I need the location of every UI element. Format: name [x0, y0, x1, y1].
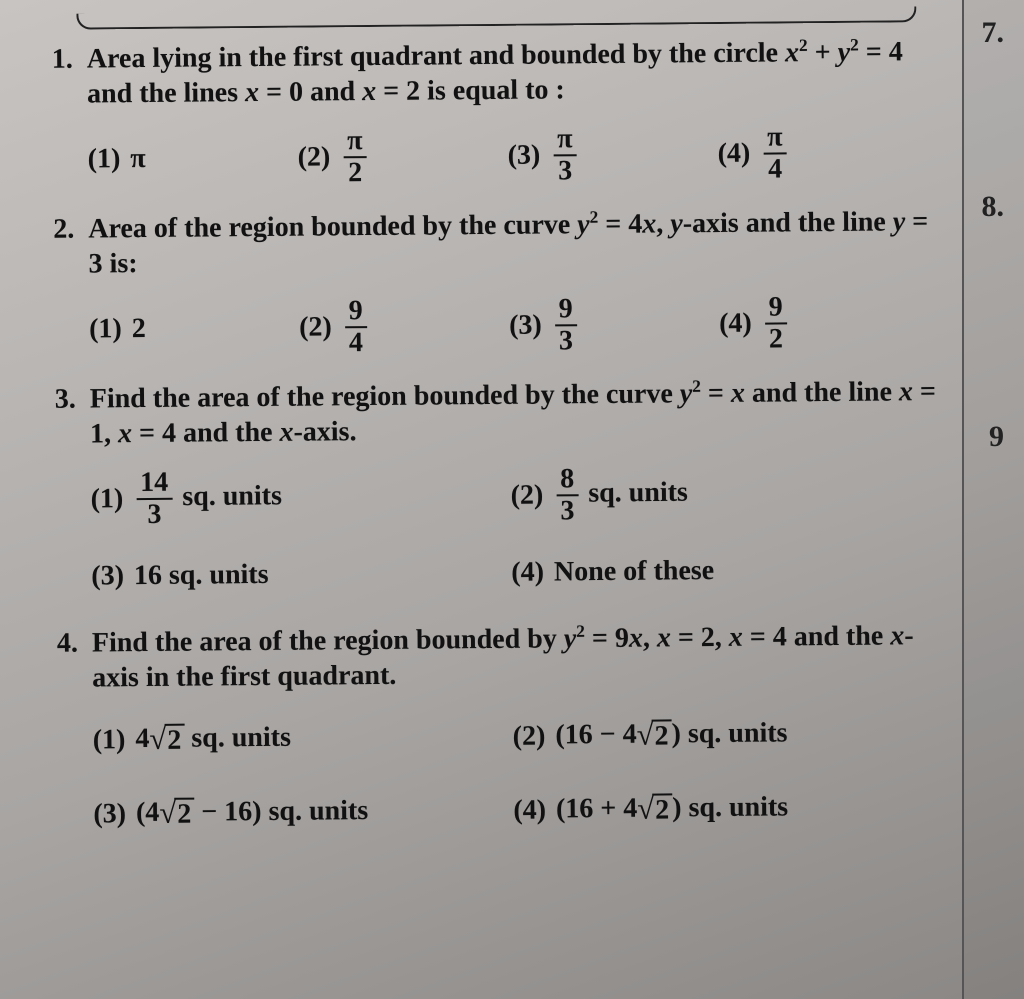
- option-value: 92: [762, 293, 791, 353]
- option-label: (1): [88, 143, 131, 175]
- question-number: 2.: [18, 211, 88, 247]
- question-text: Area lying in the first quadrant and bou…: [87, 34, 958, 112]
- option: (3)16 sq. units: [91, 546, 511, 604]
- option: (2)94: [299, 296, 510, 358]
- option-value: π4: [760, 123, 790, 183]
- option-value: 83 sq. units: [553, 464, 688, 525]
- option-value: (4√2 − 16) sq. units: [136, 795, 368, 831]
- option-value: (16 + 4√2) sq. units: [556, 791, 788, 827]
- option-label: (2): [513, 720, 556, 752]
- option-label: (2): [299, 311, 342, 343]
- option-value: 2: [132, 313, 146, 345]
- question-options: (1)143 sq. units(2)83 sq. units(3)16 sq.…: [90, 452, 961, 614]
- option-label: (1): [93, 724, 136, 756]
- question: 2.Area of the region bounded by the curv…: [18, 204, 959, 282]
- question-options: (1)2(2)94(3)93(4)92: [89, 282, 960, 370]
- option-label: (2): [510, 479, 553, 511]
- option: (2)(16 − 4√2) sq. units: [512, 706, 932, 764]
- question-number: 4.: [22, 625, 92, 661]
- option: (2)π2: [297, 126, 508, 188]
- option: (4)None of these: [511, 542, 931, 600]
- right-margin-number: 7.: [982, 16, 1005, 50]
- questions-container: 1.Area lying in the first quadrant and b…: [17, 34, 964, 852]
- option: (4)(16 + 4√2) sq. units: [513, 780, 933, 838]
- right-margin-number: 8.: [982, 190, 1005, 224]
- question-number: 1.: [17, 42, 87, 78]
- option: (3)93: [509, 294, 720, 356]
- option-label: (4): [718, 138, 761, 170]
- option-label: (4): [511, 556, 554, 588]
- option: (3)π3: [507, 124, 718, 186]
- option-label: (3): [93, 798, 136, 830]
- question-text: Area of the region bounded by the curve …: [88, 204, 959, 282]
- option: (4)π4: [717, 122, 928, 184]
- option: (3)(4√2 − 16) sq. units: [93, 784, 513, 842]
- question: 1.Area lying in the first quadrant and b…: [17, 34, 958, 112]
- option-value: π2: [340, 127, 370, 187]
- question-number: 3.: [20, 381, 90, 417]
- option: (2)83 sq. units: [510, 462, 931, 526]
- right-margin-number: 9: [989, 420, 1004, 454]
- question-options: (1)π(2)π2(3)π3(4)π4: [87, 112, 958, 200]
- option-value: None of these: [554, 555, 714, 588]
- question: 4.Find the area of the region bounded by…: [22, 618, 963, 696]
- option-label: (1): [91, 483, 134, 515]
- top-box-frame: [76, 6, 916, 29]
- option: (1)143 sq. units: [90, 466, 511, 530]
- option-label: (3): [91, 560, 134, 592]
- option: (1)π: [87, 131, 297, 187]
- option-label: (3): [508, 139, 551, 171]
- page-content: 1.Area lying in the first quadrant and b…: [16, 0, 963, 852]
- option-value: 143 sq. units: [133, 468, 282, 529]
- option: (4)92: [719, 292, 930, 354]
- option-value: 94: [342, 297, 371, 357]
- right-column: 7. 8. 9: [962, 0, 1024, 999]
- option-value: π: [130, 143, 146, 175]
- question-text: Find the area of the region bounded by y…: [92, 618, 963, 696]
- option-label: (2): [298, 141, 341, 173]
- option-label: (1): [89, 313, 132, 345]
- option-value: 4√2 sq. units: [135, 722, 291, 757]
- option: (1)2: [89, 301, 299, 357]
- option-value: π3: [550, 125, 580, 185]
- option-value: (16 − 4√2) sq. units: [555, 717, 787, 753]
- option-label: (4): [719, 308, 762, 340]
- option-label: (3): [509, 309, 552, 341]
- option-value: 16 sq. units: [134, 559, 269, 592]
- question-text: Find the area of the region bounded by t…: [90, 374, 961, 452]
- option-value: 93: [552, 295, 581, 355]
- question-options: (1)4√2 sq. units(2)(16 − 4√2) sq. units(…: [92, 696, 963, 852]
- option: (1)4√2 sq. units: [93, 710, 513, 768]
- question: 3.Find the area of the region bounded by…: [20, 374, 961, 452]
- option-label: (4): [513, 794, 556, 826]
